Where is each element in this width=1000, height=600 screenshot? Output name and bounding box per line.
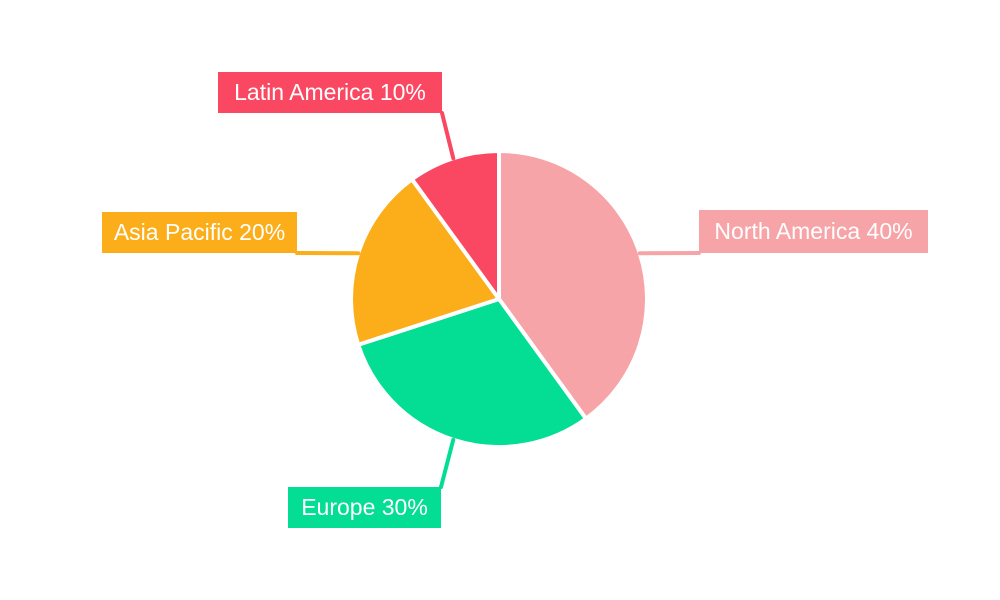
leader-line-latin-america bbox=[440, 111, 456, 161]
callout-asia-pacific-label: Asia Pacific 20% bbox=[113, 219, 286, 245]
callout-north-america: North America 40% bbox=[699, 210, 928, 253]
callout-europe: Europe 30% bbox=[288, 487, 441, 528]
leader-line-europe bbox=[439, 437, 456, 489]
callout-latin-america-label: Latin America 10% bbox=[234, 79, 426, 105]
callout-europe-label: Europe 30% bbox=[301, 494, 428, 520]
callout-north-america-label: North America 40% bbox=[714, 218, 913, 244]
callout-latin-america: Latin America 10% bbox=[218, 72, 442, 113]
callout-asia-pacific: Asia Pacific 20% bbox=[102, 212, 297, 253]
